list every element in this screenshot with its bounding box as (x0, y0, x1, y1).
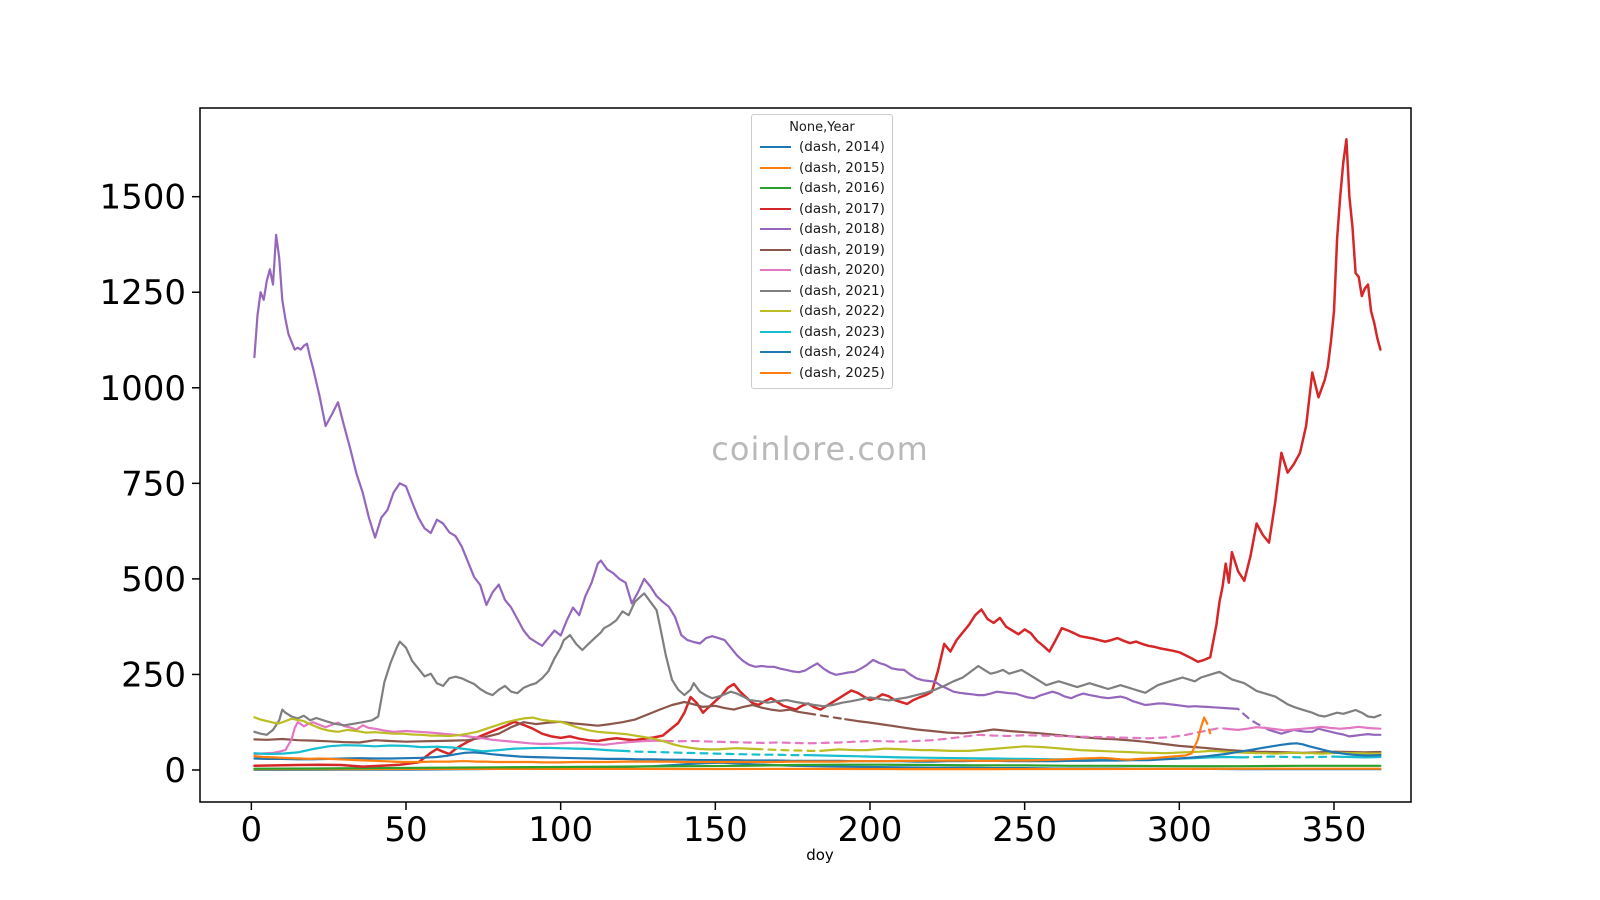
axes: 0 50 100 150 200 250 300 350 0 250 500 750 1000 1250 1… (99, 107, 1412, 850)
legend-line-sample (760, 351, 791, 354)
legend-item: (dash, 2015) (758, 158, 886, 179)
legend-item-label: (dash, 2020) (799, 262, 885, 279)
legend-item-label: (dash, 2014) (799, 139, 885, 156)
x-axis-label: doy (806, 846, 834, 864)
legend-item-label: (dash, 2022) (799, 303, 885, 320)
y-tick-label: 1250 (99, 273, 186, 313)
series-line-2018 (1267, 727, 1382, 738)
series-line-2018 (1230, 707, 1271, 732)
series-line-2016 (253, 763, 1382, 770)
series-line-2019 (806, 712, 847, 721)
series-lines (253, 138, 1382, 771)
y-tick-label: 750 (121, 464, 186, 504)
legend-line-sample (760, 146, 791, 149)
y-tick-label: 1000 (99, 369, 186, 409)
series-line-2022 (754, 747, 822, 753)
legend-line-sample (760, 269, 791, 272)
x-tick-label: 250 (992, 810, 1057, 850)
legend-item-label: (dash, 2021) (799, 282, 885, 299)
legend-item-label: (dash, 2015) (799, 159, 885, 176)
legend-item: (dash, 2025) (758, 363, 886, 384)
series-line-2018 (253, 233, 1234, 710)
legend-item: (dash, 2020) (758, 260, 886, 281)
legend-item: (dash, 2018) (758, 219, 886, 240)
series-line-2021 (253, 592, 1382, 736)
legend: None,Year (dash, 2014) (dash, 2015) (dash,… (751, 114, 893, 389)
series-line-2015 (253, 767, 1382, 771)
legend-item: (dash, 2022) (758, 301, 886, 322)
legend-line-sample (760, 310, 791, 313)
legend-item: (dash, 2014) (758, 137, 886, 158)
series-line-2025 (1202, 716, 1212, 735)
y-tick-label: 1500 (99, 178, 186, 218)
legend-title: None,Year (789, 120, 855, 135)
series-line-2020 (664, 726, 1230, 745)
legend-line-sample (760, 187, 791, 190)
legend-line-sample (760, 330, 791, 333)
legend-line-sample (760, 248, 791, 251)
x-tick-label: 0 (241, 810, 263, 850)
series-line-2022 (819, 745, 1382, 755)
series-line-2023 (621, 749, 810, 757)
legend-line-sample (760, 289, 791, 292)
legend-item-label: (dash, 2017) (799, 200, 885, 217)
legend-item: (dash, 2023) (758, 322, 886, 343)
watermark: coinlore.com (711, 430, 929, 468)
legend-item-label: (dash, 2018) (799, 221, 885, 238)
series-line-2025 (253, 716, 1206, 764)
series-line-2023 (1240, 755, 1336, 759)
legend-item-label: (dash, 2016) (799, 180, 885, 197)
series-line-2019 (844, 718, 1382, 754)
x-tick-label: 150 (683, 810, 748, 850)
plot-box (199, 107, 1412, 803)
legend-item: (dash, 2019) (758, 240, 886, 261)
series-line-2022 (253, 716, 757, 751)
x-tick-label: 100 (528, 810, 593, 850)
series-line-2023 (253, 744, 624, 756)
legend-line-sample (760, 166, 791, 169)
legend-rows: (dash, 2014) (dash, 2015) (dash, 2016) (das… (758, 137, 886, 383)
x-tick-label: 300 (1147, 810, 1212, 850)
legend-item: (dash, 2016) (758, 178, 886, 199)
x-tick-label: 200 (838, 810, 903, 850)
series-line-2019 (253, 700, 810, 744)
legend-item-label: (dash, 2019) (799, 241, 885, 258)
y-tick-label: 250 (121, 655, 186, 695)
y-tick-label: 0 (164, 751, 186, 791)
legend-item-label: (dash, 2024) (799, 344, 885, 361)
legend-item-label: (dash, 2025) (799, 364, 885, 381)
legend-line-sample (760, 228, 791, 231)
y-tick-label: 500 (121, 560, 186, 600)
legend-item-label: (dash, 2023) (799, 323, 885, 340)
x-tick-label: 50 (384, 810, 427, 850)
series-line-2020 (1227, 725, 1382, 732)
series-line-2023 (1332, 755, 1382, 759)
x-tick-label: 350 (1302, 810, 1367, 850)
legend-item: (dash, 2024) (758, 342, 886, 363)
series-line-2017 (253, 138, 1382, 768)
legend-item: (dash, 2021) (758, 281, 886, 302)
legend-item: (dash, 2017) (758, 199, 886, 220)
legend-line-sample (760, 207, 791, 210)
legend-line-sample (760, 371, 791, 374)
series-line-2020 (253, 721, 667, 756)
